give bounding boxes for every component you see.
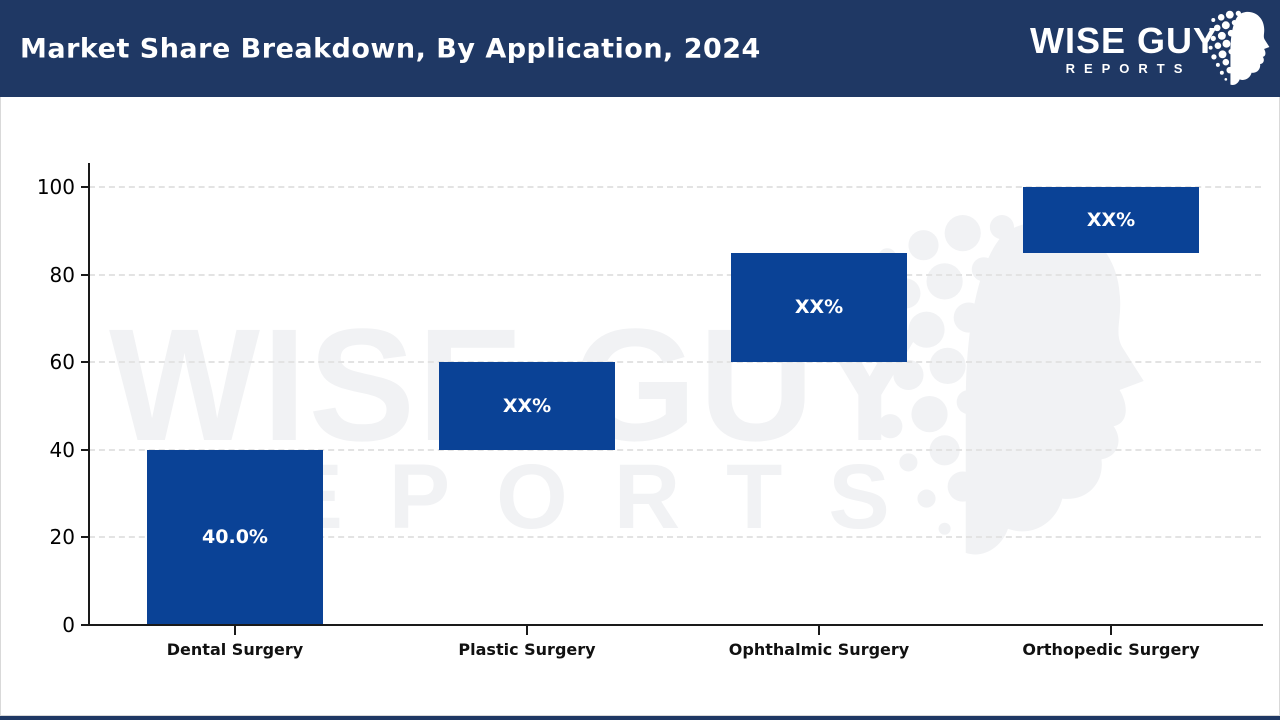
y-axis-spine xyxy=(88,163,90,626)
x-tick xyxy=(234,626,236,635)
x-axis-label: Ophthalmic Surgery xyxy=(728,640,910,659)
chart-canvas: WISE GUY REPORTS 0 20 40 60 80 100 40.0% Dental… xyxy=(0,97,1280,716)
x-tick xyxy=(1110,626,1112,635)
y-tick-label: 40 xyxy=(49,437,75,462)
header-band: Market Share Breakdown, By Application, … xyxy=(0,0,1280,97)
footer-bar xyxy=(0,716,1280,720)
bar: 40.0% xyxy=(147,449,323,625)
logo-wordmark: WISE GUY xyxy=(1029,19,1218,61)
wiseguy-face-icon xyxy=(1208,10,1270,85)
gridline xyxy=(89,273,1261,276)
x-axis-spine xyxy=(83,624,1263,626)
y-tick-label: 20 xyxy=(49,525,75,550)
x-axis-label: Orthopedic Surgery xyxy=(1022,640,1200,659)
page-title: Market Share Breakdown, By Application, … xyxy=(20,33,761,64)
x-tick xyxy=(818,626,820,635)
wiseguy-logo: WISE GUY REPORTS xyxy=(1030,4,1274,93)
y-tick xyxy=(81,361,89,364)
x-axis-label: Plastic Surgery xyxy=(458,640,596,659)
y-tick xyxy=(81,273,89,276)
logo-text: WISE GUY REPORTS xyxy=(1029,19,1218,76)
bar: XX% xyxy=(439,362,615,450)
y-tick xyxy=(81,536,89,539)
bar-value-label: XX% xyxy=(1086,208,1136,231)
gridline xyxy=(89,536,1261,539)
bar-value-label: XX% xyxy=(794,296,844,319)
y-tick xyxy=(81,186,89,188)
bar-value-label: 40.0% xyxy=(202,526,268,549)
gridline xyxy=(89,448,1261,451)
gridline xyxy=(89,361,1261,364)
y-tick-label: 80 xyxy=(49,262,75,287)
bar-value-label: XX% xyxy=(502,394,552,417)
x-tick xyxy=(526,626,528,635)
y-tick-label: 0 xyxy=(62,613,75,637)
y-tick-label: 60 xyxy=(49,350,75,375)
bar: XX% xyxy=(731,252,907,363)
x-axis-label: Dental Surgery xyxy=(166,640,304,659)
y-tick-label: 100 xyxy=(36,175,75,199)
y-tick xyxy=(81,448,89,451)
gridline xyxy=(89,186,1261,188)
waterfall-chart: 0 20 40 60 80 100 40.0% Dental Surgery XX% Plasti… xyxy=(1,97,1279,715)
bar: XX% xyxy=(1023,187,1199,253)
logo-subtitle: REPORTS xyxy=(1065,60,1192,76)
